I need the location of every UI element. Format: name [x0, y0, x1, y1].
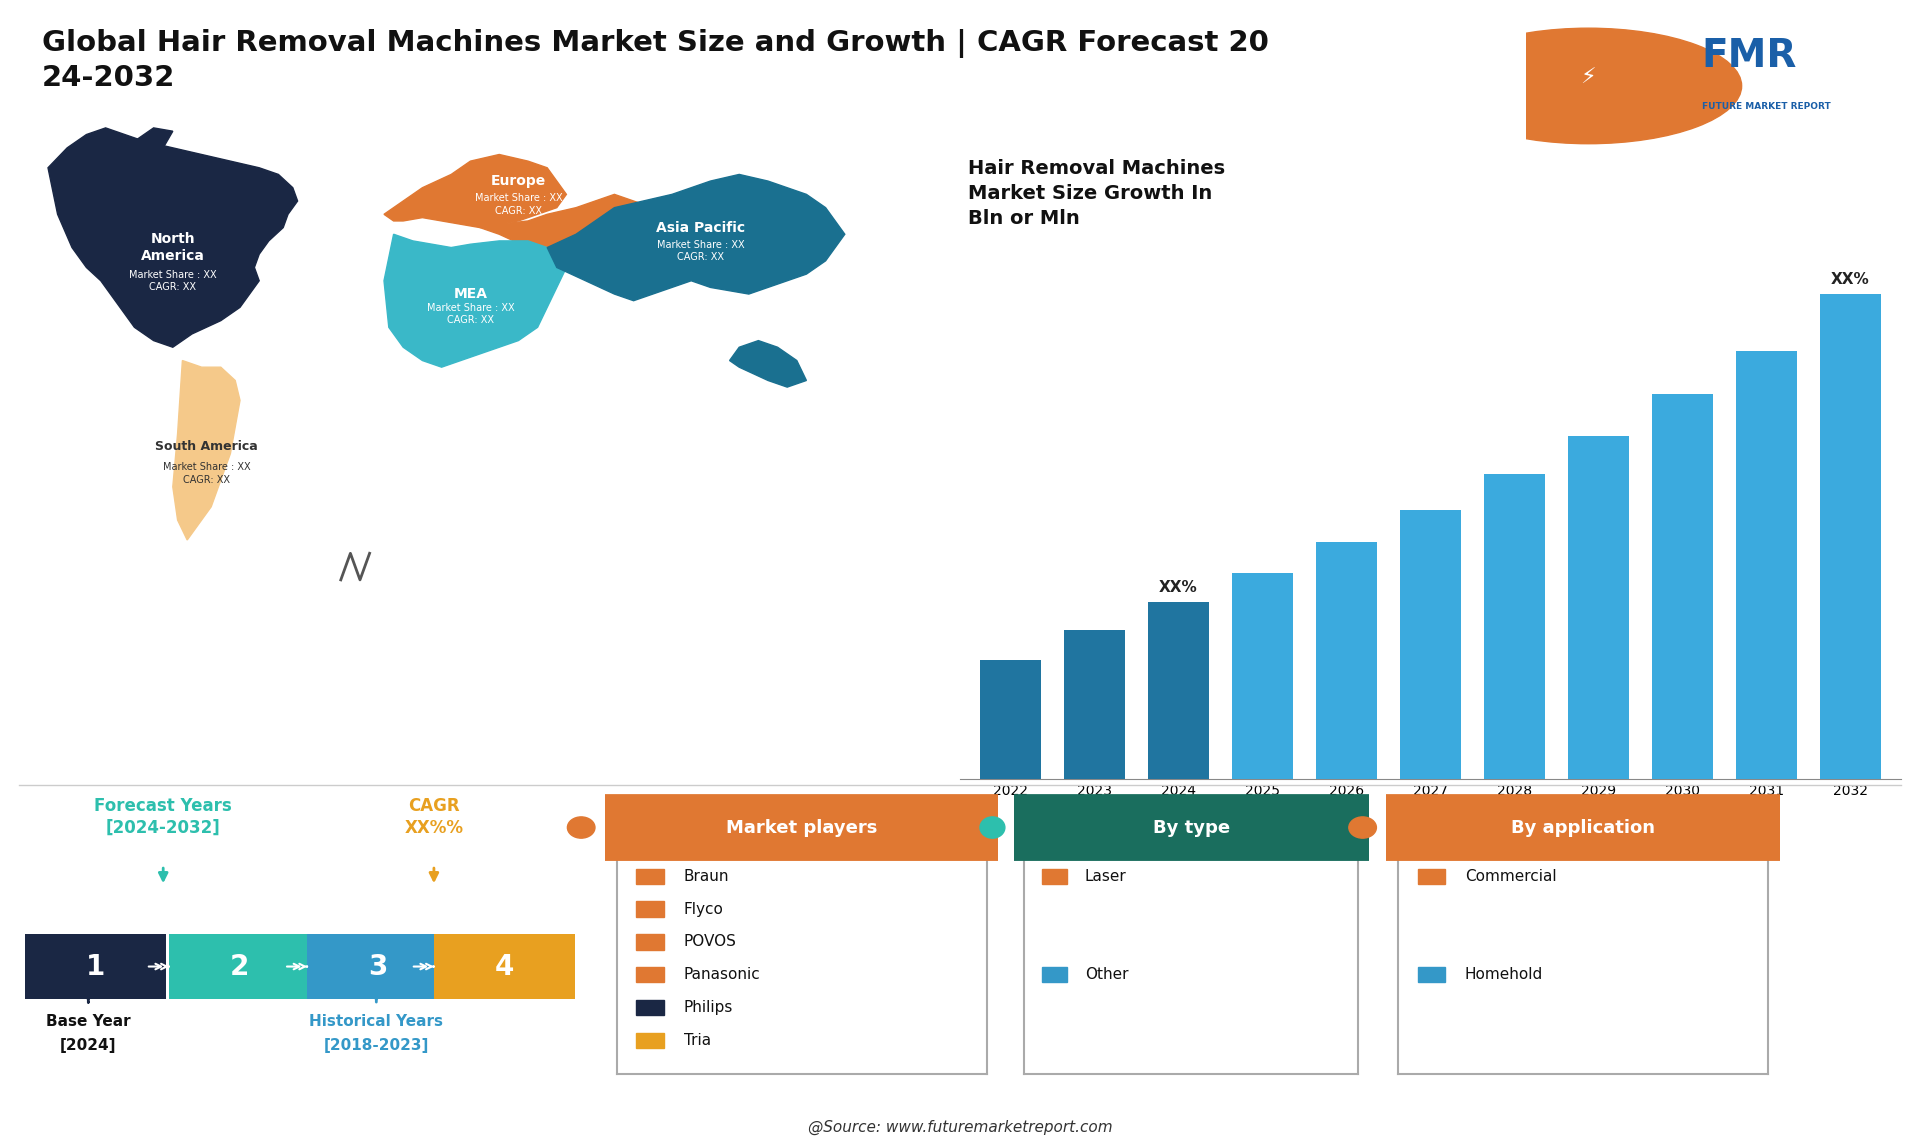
Text: ⚡: ⚡: [1580, 68, 1596, 88]
Text: 3: 3: [369, 952, 388, 981]
Text: 4: 4: [495, 952, 515, 981]
Circle shape: [1436, 29, 1741, 143]
Bar: [1417, 967, 1446, 982]
Circle shape: [568, 817, 595, 838]
Text: Panasonic: Panasonic: [684, 967, 760, 982]
Text: XX%: XX%: [1832, 273, 1870, 288]
Text: [2024]: [2024]: [60, 1038, 117, 1053]
Text: POVOS: POVOS: [684, 934, 737, 949]
Text: By type: By type: [1152, 818, 1231, 837]
Bar: [1569, 435, 1628, 779]
Text: South America: South America: [156, 440, 257, 454]
Text: Asia Pacific: Asia Pacific: [657, 220, 745, 235]
Bar: [636, 869, 664, 884]
FancyBboxPatch shape: [307, 934, 447, 999]
Text: Philips: Philips: [684, 1000, 733, 1015]
Text: Market Share : XX
CAGR: XX: Market Share : XX CAGR: XX: [163, 462, 250, 485]
Text: Market Share : XX
CAGR: XX: Market Share : XX CAGR: XX: [129, 269, 217, 292]
Bar: [1233, 573, 1292, 779]
Text: Historical Years: Historical Years: [309, 1014, 444, 1029]
FancyBboxPatch shape: [1375, 794, 1791, 861]
Polygon shape: [173, 361, 240, 540]
Bar: [636, 1033, 664, 1049]
Circle shape: [979, 817, 1004, 838]
Text: [2018-2023]: [2018-2023]: [324, 1038, 428, 1053]
FancyBboxPatch shape: [434, 934, 576, 999]
Text: 2: 2: [230, 952, 250, 981]
Text: Market players: Market players: [726, 818, 877, 837]
Text: Base Year: Base Year: [46, 1014, 131, 1029]
Text: FUTURE MARKET REPORT: FUTURE MARKET REPORT: [1701, 102, 1830, 111]
Polygon shape: [547, 174, 845, 300]
Bar: [1315, 542, 1377, 779]
Bar: [1820, 295, 1880, 779]
Bar: [1484, 474, 1544, 779]
Text: Global Hair Removal Machines Market Size and Growth | CAGR Forecast 20
24-2032: Global Hair Removal Machines Market Size…: [42, 29, 1269, 92]
Text: Homehold: Homehold: [1465, 967, 1544, 982]
FancyBboxPatch shape: [25, 934, 167, 999]
Polygon shape: [730, 340, 806, 387]
Text: 1: 1: [86, 952, 106, 981]
Bar: [1417, 869, 1446, 884]
Bar: [979, 660, 1041, 779]
Text: Commercial: Commercial: [1465, 869, 1557, 884]
FancyBboxPatch shape: [593, 794, 1010, 861]
Polygon shape: [384, 234, 566, 367]
Bar: [1064, 629, 1125, 779]
Text: Market Share : XX
CAGR: XX: Market Share : XX CAGR: XX: [474, 194, 563, 215]
FancyBboxPatch shape: [169, 934, 311, 999]
Polygon shape: [480, 195, 710, 261]
Bar: [636, 934, 664, 950]
Text: @Source: www.futuremarketreport.com: @Source: www.futuremarketreport.com: [808, 1120, 1112, 1135]
Text: Tria: Tria: [684, 1033, 710, 1049]
Text: CAGR
XX%%: CAGR XX%%: [405, 796, 463, 837]
Text: MEA: MEA: [453, 286, 488, 301]
Bar: [1043, 967, 1068, 982]
Bar: [1148, 602, 1210, 779]
Bar: [636, 1000, 664, 1015]
Polygon shape: [129, 128, 173, 151]
Bar: [1400, 510, 1461, 779]
Circle shape: [1350, 817, 1377, 838]
FancyBboxPatch shape: [1002, 794, 1380, 861]
Text: Forecast Years
[2024-2032]: Forecast Years [2024-2032]: [94, 796, 232, 837]
Bar: [636, 902, 664, 917]
Text: Market Share : XX
CAGR: XX: Market Share : XX CAGR: XX: [657, 240, 745, 262]
Bar: [1043, 869, 1068, 884]
Text: Laser: Laser: [1085, 869, 1127, 884]
Polygon shape: [48, 128, 298, 347]
Bar: [1736, 351, 1797, 779]
Text: Braun: Braun: [684, 869, 730, 884]
Text: Market Share : XX
CAGR: XX: Market Share : XX CAGR: XX: [426, 303, 515, 325]
Polygon shape: [384, 155, 566, 228]
Text: XX%: XX%: [1160, 580, 1198, 595]
Text: By application: By application: [1511, 818, 1655, 837]
Text: Other: Other: [1085, 967, 1129, 982]
Bar: [1651, 394, 1713, 779]
Text: North
America: North America: [140, 233, 205, 262]
Text: Flyco: Flyco: [684, 902, 724, 917]
Text: Hair Removal Machines
Market Size Growth In
Bln or Mln: Hair Removal Machines Market Size Growth…: [968, 158, 1225, 228]
Text: FMR: FMR: [1701, 37, 1797, 74]
Text: Europe: Europe: [492, 174, 545, 188]
Bar: [636, 967, 664, 982]
